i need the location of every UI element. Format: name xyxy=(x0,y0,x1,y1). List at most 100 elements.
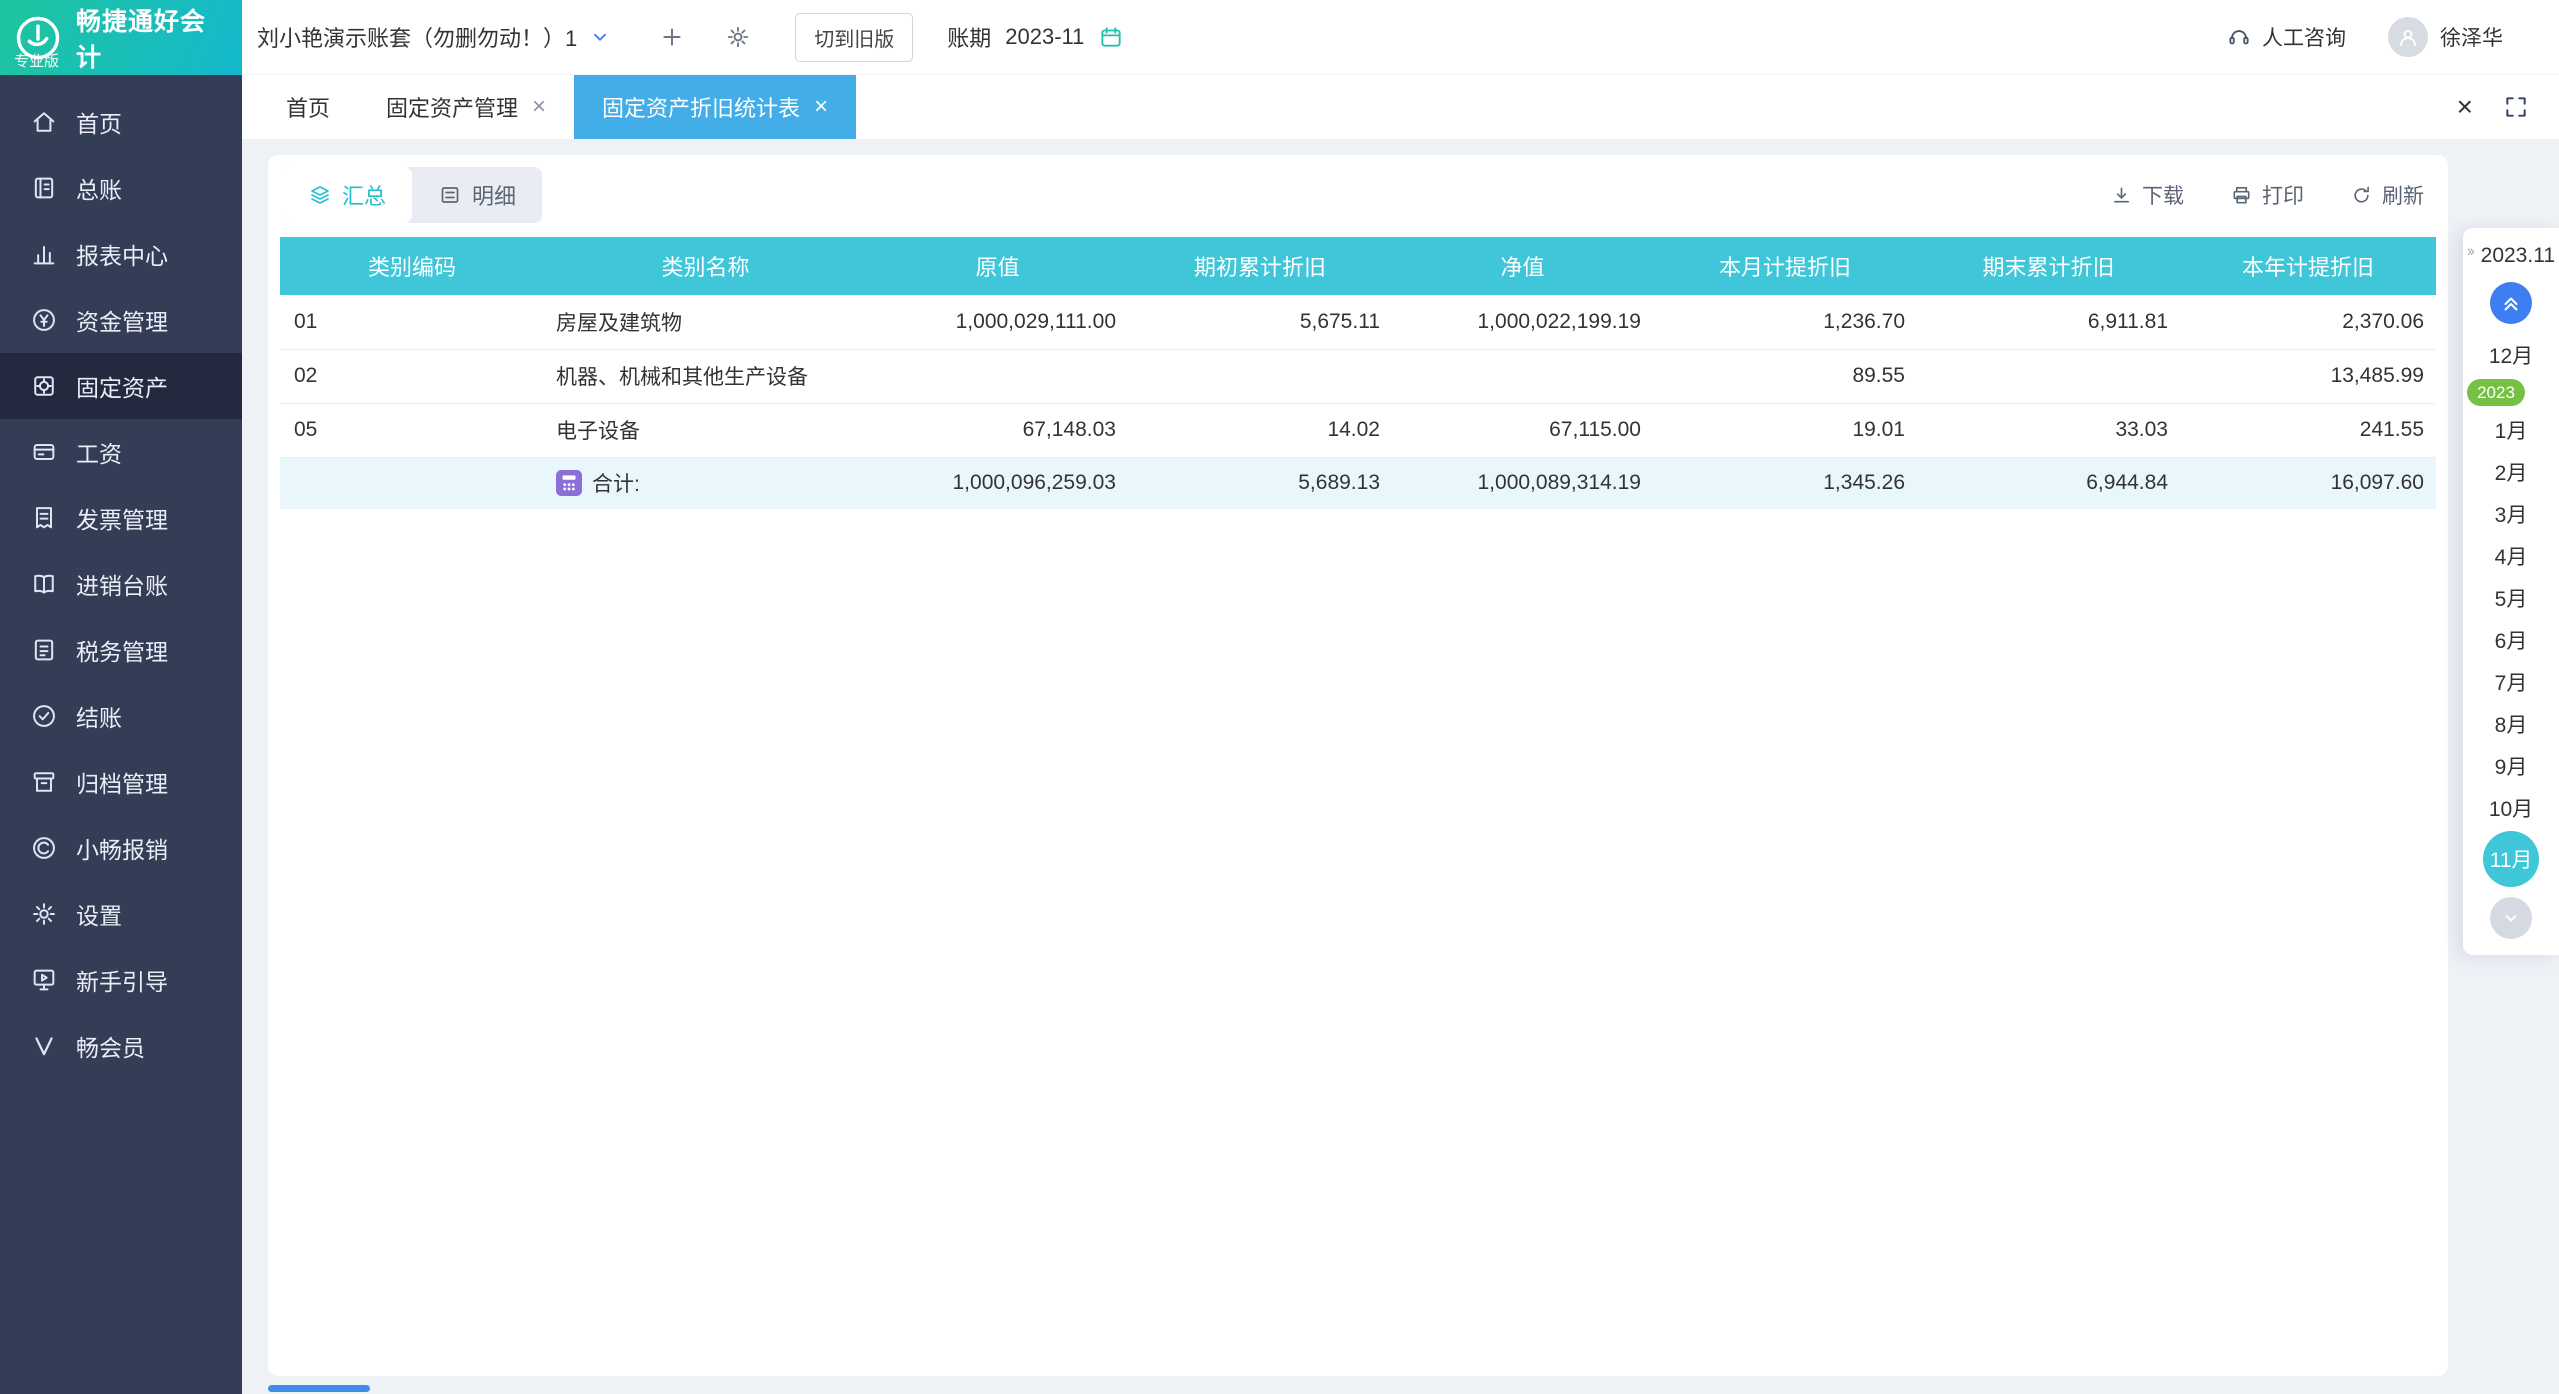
table-cell: 05 xyxy=(280,403,544,458)
support-label: 人工咨询 xyxy=(2262,27,2346,50)
table-row[interactable]: 05 电子设备 67,148.03 14.02 67,115.00 19.01 … xyxy=(280,403,2436,458)
gear-icon[interactable] xyxy=(725,24,751,50)
action-label: 刷新 xyxy=(2382,185,2424,208)
avatar[interactable] xyxy=(2388,17,2428,57)
scroll-down-button[interactable] xyxy=(2490,897,2532,939)
print-button[interactable]: 打印 xyxy=(2230,180,2304,210)
horizontal-scrollbar-thumb[interactable] xyxy=(268,1385,370,1392)
sidebar-item-settings[interactable]: 设置 xyxy=(0,881,242,947)
funds-icon xyxy=(30,306,58,334)
table-cell: 2,370.06 xyxy=(2180,295,2436,350)
month-item[interactable]: 1月 xyxy=(2494,420,2528,443)
table-cell xyxy=(867,349,1128,404)
month-item[interactable]: 7月 xyxy=(2494,672,2528,695)
table-cell: 02 xyxy=(280,349,544,404)
sidebar-item-member[interactable]: 畅会员 xyxy=(0,1013,242,1079)
sidebar-item-closing[interactable]: 结账 xyxy=(0,683,242,749)
column-header[interactable]: 类别名称 xyxy=(544,237,867,295)
column-header[interactable]: 期初累计折旧 xyxy=(1128,237,1392,295)
month-item[interactable]: 10月 xyxy=(2488,798,2534,821)
switch-old-version-button[interactable]: 切到旧版 xyxy=(795,12,914,62)
sidebar-item-funds[interactable]: 资金管理 xyxy=(0,287,242,353)
view-toggle-summary[interactable]: 汇总 xyxy=(282,167,413,223)
sidebar-item-invoice[interactable]: 发票管理 xyxy=(0,485,242,551)
close-icon[interactable]: × xyxy=(2456,91,2473,122)
table-row[interactable]: 01 房屋及建筑物 1,000,029,111.00 5,675.11 1,00… xyxy=(280,295,2436,350)
reimburse-icon xyxy=(30,834,58,862)
plus-icon[interactable] xyxy=(659,24,685,50)
sidebar-item-report-center[interactable]: 报表中心 xyxy=(0,221,242,287)
column-header[interactable]: 本年计提折旧 xyxy=(2180,237,2436,295)
table-cell: 1,000,096,259.03 xyxy=(867,457,1128,509)
table-cell: 16,097.60 xyxy=(2180,457,2436,509)
view-toggle-detail[interactable]: 明细 xyxy=(412,167,542,223)
table-cell: 89.55 xyxy=(1653,349,1917,404)
sidebar-item-label: 报表中心 xyxy=(76,243,168,269)
period-value[interactable]: 2023-11 xyxy=(1005,24,1085,49)
table-cell: 241.55 xyxy=(2180,403,2436,458)
sidebar-item-guide[interactable]: 新手引导 xyxy=(0,947,242,1013)
fixed-assets-icon xyxy=(30,372,58,400)
sidebar-item-home[interactable]: 首页 xyxy=(0,89,242,155)
sidebar-item-archive[interactable]: 归档管理 xyxy=(0,749,242,815)
sidebar-item-salary[interactable]: 工资 xyxy=(0,419,242,485)
scroll-up-button[interactable] xyxy=(2490,282,2532,324)
table-header-row: 类别编码 类别名称 原值 期初累计折旧 净值 本月计提折旧 期末累计折旧 本年计… xyxy=(280,237,2436,295)
sidebar-item-label: 新手引导 xyxy=(76,969,168,995)
sidebar-item-label: 归档管理 xyxy=(76,771,168,797)
download-button[interactable]: 下载 xyxy=(2110,180,2184,210)
tab-depreciation-report[interactable]: 固定资产折旧统计表 × xyxy=(574,75,857,139)
month-item[interactable]: 2月 xyxy=(2494,462,2528,485)
month-item-active[interactable]: 11月 xyxy=(2483,831,2539,887)
close-icon[interactable]: × xyxy=(532,93,547,120)
table-cell: 67,148.03 xyxy=(867,403,1128,458)
tab-label: 固定资产管理 xyxy=(386,96,519,121)
column-header[interactable]: 类别编码 xyxy=(280,237,544,295)
month-item[interactable]: 6月 xyxy=(2494,630,2528,653)
layers-icon xyxy=(311,186,329,204)
table-cell xyxy=(280,457,544,509)
close-icon[interactable]: × xyxy=(814,93,829,120)
column-header[interactable]: 原值 xyxy=(867,237,1128,295)
sidebar-item-label: 工资 xyxy=(76,441,122,467)
sidebar-item-fixed-assets[interactable]: 固定资产 xyxy=(0,353,242,419)
refresh-icon xyxy=(2354,186,2369,203)
tab-label: 固定资产折旧统计表 xyxy=(602,96,801,121)
support-button[interactable]: 人工咨询 xyxy=(2226,22,2346,52)
app-edition: 专业版 xyxy=(14,53,60,70)
column-header[interactable]: 本月计提折旧 xyxy=(1653,237,1917,295)
sidebar-item-general-ledger[interactable]: 总账 xyxy=(0,155,242,221)
sidebar-item-inventory-ledger[interactable]: 进销台账 xyxy=(0,551,242,617)
sidebar-item-tax[interactable]: 税务管理 xyxy=(0,617,242,683)
sidebar-item-label: 税务管理 xyxy=(76,639,168,665)
account-selector[interactable]: 刘小艳演示账套（勿删勿动！）1 xyxy=(257,21,611,53)
sidebar-item-reimburse[interactable]: 小畅报销 xyxy=(0,815,242,881)
month-item[interactable]: 12月 xyxy=(2488,345,2534,368)
fullscreen-icon[interactable] xyxy=(2503,94,2529,120)
action-label: 下载 xyxy=(2142,185,2184,208)
month-item[interactable]: 3月 xyxy=(2494,504,2528,527)
calendar-icon[interactable] xyxy=(1098,24,1124,50)
tab-fixed-asset-management[interactable]: 固定资产管理 × xyxy=(358,75,574,139)
month-item[interactable]: 9月 xyxy=(2494,756,2528,779)
table-row[interactable]: 02 机器、机械和其他生产设备 89.55 13,485.99 xyxy=(280,349,2436,404)
table-cell: 6,944.84 xyxy=(1917,457,2180,509)
print-icon xyxy=(2233,186,2250,204)
chevron-down-icon xyxy=(589,26,611,48)
month-item[interactable]: 8月 xyxy=(2494,714,2528,737)
content-area: 汇总 明细 下载 打印 xyxy=(242,139,2559,1394)
depreciation-table: 类别编码 类别名称 原值 期初累计折旧 净值 本月计提折旧 期末累计折旧 本年计… xyxy=(280,237,2436,509)
chevrons-right-icon[interactable] xyxy=(2465,246,2477,266)
calculator-icon xyxy=(556,470,582,497)
settings-icon xyxy=(30,900,58,928)
month-item[interactable]: 4月 xyxy=(2494,546,2528,569)
column-header[interactable]: 净值 xyxy=(1392,237,1653,295)
view-toggle: 汇总 明细 xyxy=(282,167,543,223)
accounting-period: 账期 2023-11 xyxy=(947,21,1124,53)
tab-home[interactable]: 首页 xyxy=(258,75,358,139)
column-header[interactable]: 期末累计折旧 xyxy=(1917,237,2180,295)
month-item[interactable]: 5月 xyxy=(2494,588,2528,611)
sidebar-item-label: 结账 xyxy=(76,705,122,731)
refresh-button[interactable]: 刷新 xyxy=(2350,180,2424,210)
